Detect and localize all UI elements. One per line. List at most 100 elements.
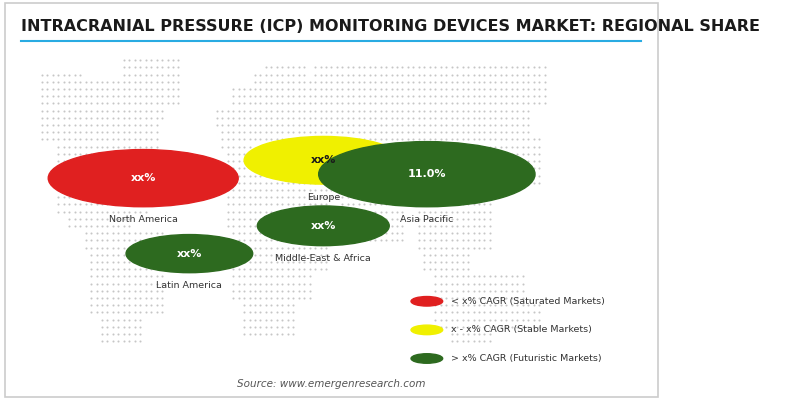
Point	[446, 194, 458, 200]
Point	[390, 79, 403, 85]
Point	[358, 115, 370, 121]
Point	[232, 280, 245, 287]
Point	[320, 187, 333, 193]
Point	[309, 72, 322, 78]
Point	[527, 302, 540, 308]
Point	[462, 288, 474, 294]
Point	[467, 194, 480, 200]
Point	[238, 324, 250, 330]
Point	[330, 129, 343, 136]
Point	[150, 165, 163, 172]
Point	[352, 187, 365, 193]
Point	[85, 115, 98, 121]
Point	[446, 252, 458, 258]
Point	[450, 165, 463, 172]
Point	[423, 158, 436, 164]
Point	[156, 230, 169, 236]
Point	[112, 144, 125, 150]
Point	[336, 108, 349, 114]
Point	[446, 136, 458, 143]
Point	[226, 86, 239, 92]
Point	[79, 223, 92, 229]
Point	[226, 244, 239, 251]
Point	[467, 86, 480, 92]
Point	[473, 324, 486, 330]
Point	[407, 180, 420, 186]
Point	[156, 93, 169, 100]
Point	[222, 158, 234, 164]
Point	[243, 129, 256, 136]
Point	[287, 93, 300, 100]
Point	[303, 280, 316, 287]
Point	[303, 295, 316, 301]
Point	[79, 208, 92, 215]
Point	[166, 100, 179, 107]
Point	[314, 100, 327, 107]
Point	[342, 201, 354, 208]
Point	[385, 93, 398, 100]
Point	[423, 259, 436, 265]
Point	[106, 151, 119, 157]
Point	[249, 115, 262, 121]
Point	[259, 158, 272, 164]
Point	[150, 288, 163, 294]
Point	[440, 136, 453, 143]
Point	[243, 316, 256, 323]
Point	[128, 187, 141, 193]
Point	[270, 180, 283, 186]
Point	[450, 309, 463, 316]
Point	[462, 194, 474, 200]
Point	[330, 187, 343, 193]
Point	[303, 136, 316, 143]
Point	[128, 295, 141, 301]
Point	[352, 201, 365, 208]
Point	[434, 208, 447, 215]
Point	[74, 151, 86, 157]
Point	[128, 64, 141, 71]
Point	[254, 273, 267, 280]
Point	[63, 223, 76, 229]
Point	[407, 79, 420, 85]
Point	[483, 122, 496, 128]
Point	[101, 230, 114, 236]
Point	[500, 72, 513, 78]
Point	[150, 93, 163, 100]
Point	[243, 302, 256, 308]
Point	[314, 79, 327, 85]
Point	[270, 223, 283, 229]
Point	[358, 136, 370, 143]
Point	[385, 115, 398, 121]
Point	[385, 122, 398, 128]
Point	[161, 64, 174, 71]
Point	[259, 216, 272, 222]
Point	[309, 93, 322, 100]
Point	[118, 223, 130, 229]
Point	[462, 223, 474, 229]
Point	[309, 187, 322, 193]
Point	[123, 302, 136, 308]
Point	[63, 194, 76, 200]
Point	[287, 216, 300, 222]
Point	[380, 100, 393, 107]
Point	[166, 72, 179, 78]
Point	[325, 136, 338, 143]
Point	[418, 64, 430, 71]
Point	[145, 244, 158, 251]
Point	[226, 223, 239, 229]
Text: xx%: xx%	[310, 155, 336, 165]
Point	[450, 100, 463, 107]
Point	[249, 295, 262, 301]
Point	[467, 79, 480, 85]
Point	[112, 136, 125, 143]
Point	[380, 144, 393, 150]
Point	[467, 144, 480, 150]
Point	[456, 331, 469, 337]
Point	[494, 79, 507, 85]
Point	[254, 194, 267, 200]
Point	[243, 309, 256, 316]
Point	[101, 108, 114, 114]
Point	[74, 158, 86, 164]
Point	[380, 223, 393, 229]
Point	[450, 187, 463, 193]
Point	[276, 165, 289, 172]
